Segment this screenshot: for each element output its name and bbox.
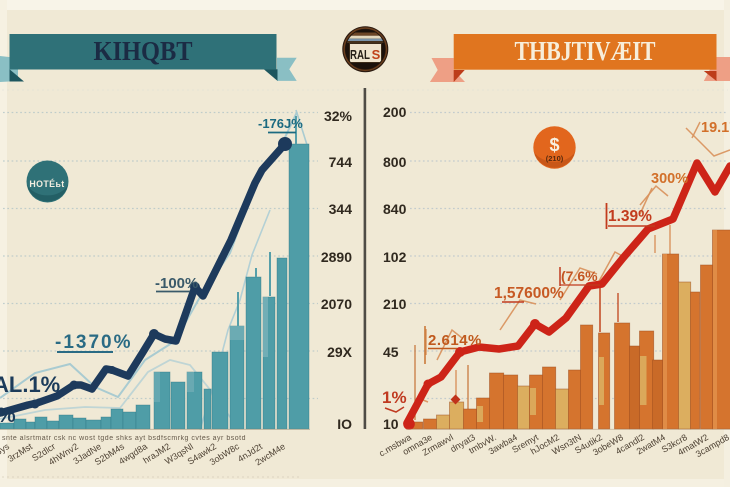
svg-text:1%: 1% xyxy=(382,388,407,407)
svg-text:2.614%: 2.614% xyxy=(428,332,482,349)
svg-text:210: 210 xyxy=(383,296,407,312)
svg-text:AL.1%: AL.1% xyxy=(0,372,60,397)
svg-text:-176J%: -176J% xyxy=(258,116,303,131)
svg-text:HOTÉьt: HOTÉьt xyxy=(29,179,64,189)
svg-text:IO: IO xyxy=(337,416,352,432)
svg-text:344: 344 xyxy=(329,201,353,217)
svg-text:snte alsrtmatr csk nc wost tgd: snte alsrtmatr csk nc wost tgde shks ayt… xyxy=(2,435,246,442)
svg-text:2070: 2070 xyxy=(321,296,352,312)
svg-text:$: $ xyxy=(549,135,559,155)
svg-text:KIHQBT: KIHQBT xyxy=(94,36,193,66)
svg-text:-1370%: -1370% xyxy=(55,332,133,353)
svg-text:19.17: 19.17 xyxy=(701,120,730,136)
svg-text:(210): (210) xyxy=(546,154,564,163)
svg-text:200: 200 xyxy=(383,104,407,120)
svg-text:300%: 300% xyxy=(651,171,688,187)
svg-text:32%: 32% xyxy=(324,108,353,124)
svg-text:10: 10 xyxy=(383,416,399,432)
svg-text:840: 840 xyxy=(383,201,407,217)
svg-text:(7.6%: (7.6% xyxy=(561,268,598,284)
svg-text:1,57600%: 1,57600% xyxy=(494,285,564,302)
svg-text:S: S xyxy=(372,47,381,62)
svg-text:1.39%: 1.39% xyxy=(608,208,652,225)
svg-text:800: 800 xyxy=(383,154,407,170)
svg-text:THBJTIVÆIT: THBJTIVÆIT xyxy=(515,36,656,66)
svg-text:%: % xyxy=(0,404,16,427)
svg-text:29X: 29X xyxy=(327,344,353,360)
svg-text:-100%: -100% xyxy=(155,275,198,292)
svg-text:2890: 2890 xyxy=(321,249,352,265)
svg-text:45: 45 xyxy=(383,344,399,360)
svg-text:RAL: RAL xyxy=(350,47,370,62)
svg-text:102: 102 xyxy=(383,249,407,265)
svg-text:744: 744 xyxy=(329,154,353,170)
